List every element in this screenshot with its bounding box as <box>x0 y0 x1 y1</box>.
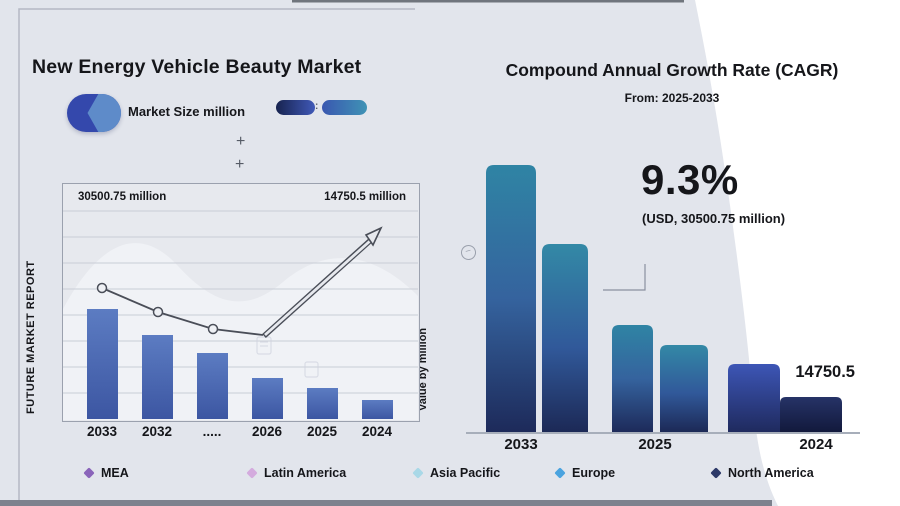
growth-arrow <box>262 226 383 339</box>
cagr-chart: 9.3% (USD, 30500.75 million) 14750.5 203… <box>460 150 872 462</box>
decor-pill-dark <box>276 100 315 115</box>
bar-2033 <box>87 309 118 419</box>
panel-border-line <box>18 8 415 502</box>
white-swoosh-shape <box>695 0 900 506</box>
cagr-header: Compound Annual Growth Rate (CAGR) From:… <box>462 60 882 105</box>
cagr-bar-2033-b <box>542 244 588 432</box>
x-label: 2025 <box>306 424 338 439</box>
cagr-bar-2025-a <box>612 325 653 432</box>
brand-logo-facet <box>87 94 121 132</box>
cagr-bar-2024-a <box>728 364 780 432</box>
bottom-edge-strip <box>0 500 772 506</box>
top-edge-line <box>292 0 684 3</box>
legend-item-asia-pacific: Asia Pacific <box>412 465 501 481</box>
x-label: 2024 <box>799 436 833 453</box>
bar-2025 <box>307 388 338 419</box>
end-value-label: 14750.5 million <box>324 191 406 203</box>
market-size-caption: Market Size million <box>128 104 246 119</box>
bar-dots <box>197 353 228 419</box>
legend-diamond-icon <box>246 467 258 479</box>
callout-bracket <box>603 264 646 291</box>
future-market-report-watermark: FUTURE MARKET REPORT <box>25 260 37 414</box>
legend-label: Europe <box>572 466 616 480</box>
market-size-chart-plot <box>63 210 418 420</box>
cagr-subtitle: From: 2025-2033 <box>624 91 720 105</box>
legend-label: MEA <box>101 466 129 480</box>
legend-label: Asia Pacific <box>430 466 501 480</box>
pill-separator: : <box>315 101 319 112</box>
cagr-bar-2025-b <box>660 345 708 432</box>
legend-diamond-icon <box>554 467 566 479</box>
cagr-title: Compound Annual Growth Rate (CAGR) <box>505 60 839 80</box>
gridlines <box>63 210 418 394</box>
cagr-bar-2024-b <box>780 397 842 432</box>
trend-markers <box>96 282 219 335</box>
x-label: 2032 <box>141 424 173 439</box>
cagr-basis: (USD, 30500.75 million) <box>642 211 786 226</box>
x-label: ..... <box>202 424 222 439</box>
plus-icon: + <box>235 156 245 173</box>
legend-item-europe: Europe <box>554 465 616 481</box>
market-size-chart: 30500.75 million 14750.5 million <box>62 183 420 422</box>
legend-diamond-icon <box>412 467 424 479</box>
cagr-bar-2033-a <box>486 165 536 432</box>
plus-icon: + <box>236 133 246 150</box>
x-label: 2024 <box>361 424 393 439</box>
market-size-bars <box>87 309 393 419</box>
cagr-percentage: 9.3% <box>641 156 739 203</box>
legend-diamond-icon <box>710 467 722 479</box>
legend-label: North America <box>728 466 814 480</box>
legend-diamond-icon <box>83 467 95 479</box>
legend-item-mea: MEA <box>83 465 129 481</box>
legend-item-north-america: North America <box>710 465 814 481</box>
bar-2024 <box>362 400 393 419</box>
x-label: 2033 <box>86 424 118 439</box>
x-label: 2026 <box>251 424 283 439</box>
brand-logo <box>67 94 121 132</box>
bar-2032 <box>142 335 173 419</box>
bar-2026 <box>252 378 283 419</box>
x-label: 2033 <box>504 436 538 453</box>
document-watermark-icons <box>256 336 319 378</box>
start-value-label: 30500.75 million <box>78 191 167 203</box>
cagr-chart-plot <box>466 165 860 434</box>
page-title: New Energy Vehicle Beauty Market <box>32 56 362 78</box>
legend-item-latin-america: Latin America <box>246 465 347 481</box>
legend-label: Latin America <box>264 466 347 480</box>
cagr-2024-value-label: 14750.5 <box>795 363 855 381</box>
decor-pill-teal <box>322 100 367 115</box>
trend-line <box>101 287 264 336</box>
x-label: 2025 <box>638 436 672 453</box>
